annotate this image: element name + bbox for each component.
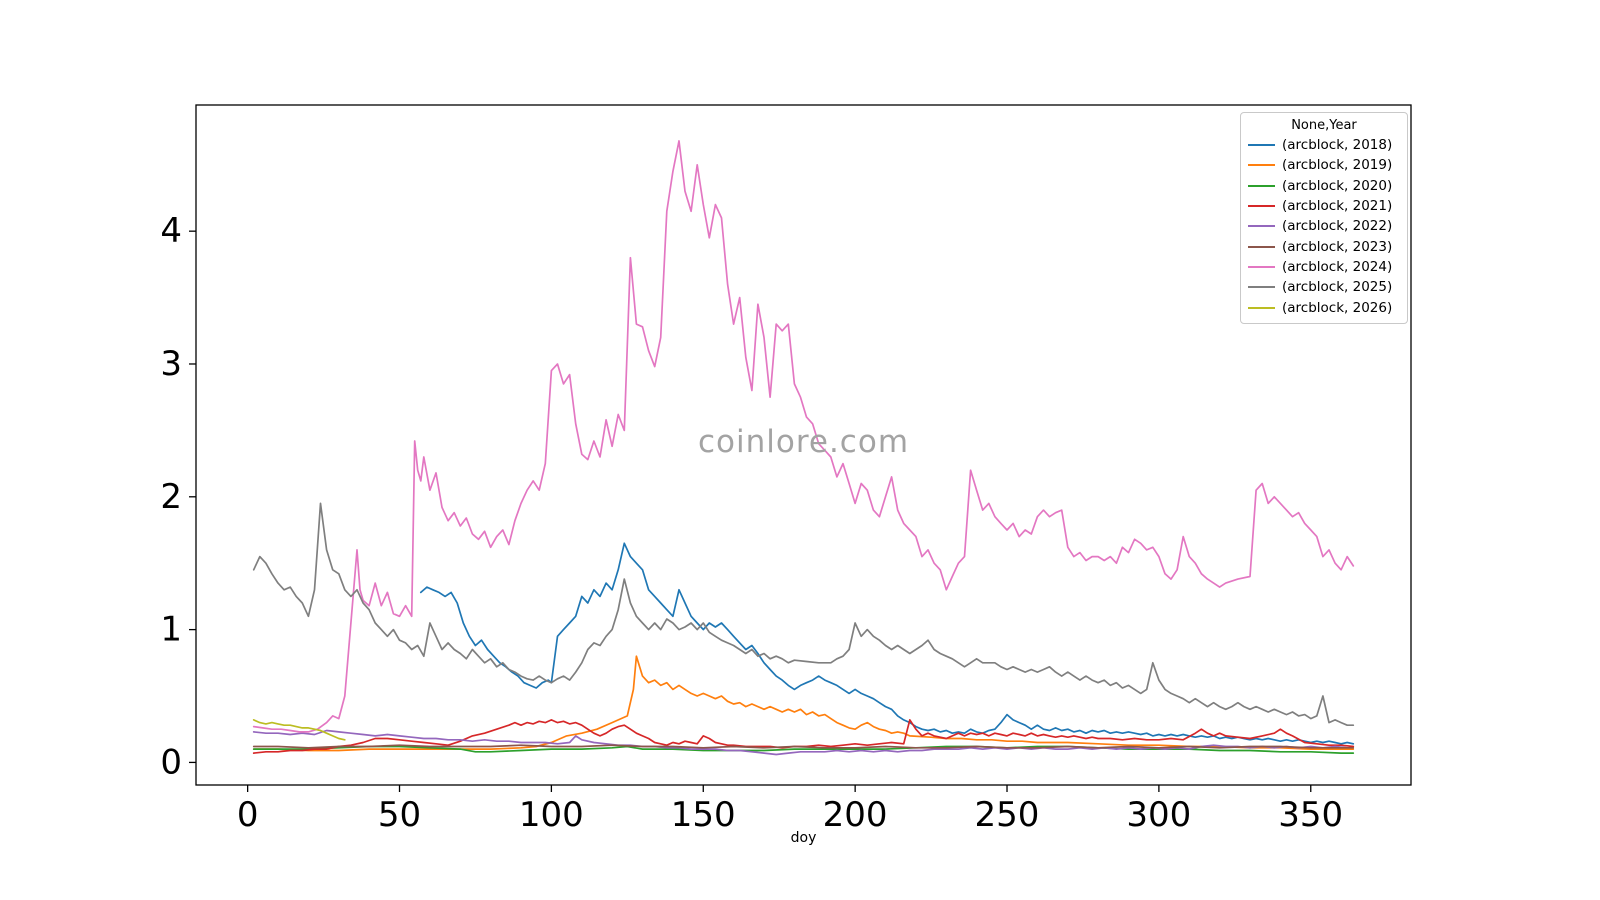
legend-entry: (arcblock, 2026) — [1248, 297, 1400, 317]
legend-entry-label: (arcblock, 2022) — [1282, 218, 1393, 235]
x-tick-label: 50 — [378, 795, 421, 835]
y-tick-label: 3 — [160, 344, 182, 384]
legend: None,Year (arcblock, 2018) (arcblock, 201… — [1240, 112, 1408, 324]
x-tick-label: 100 — [519, 795, 584, 835]
legend-entry-label: (arcblock, 2019) — [1282, 157, 1393, 174]
legend-entry-label: (arcblock, 2021) — [1282, 198, 1393, 215]
legend-entry: (arcblock, 2019) — [1248, 155, 1400, 175]
legend-entry-label: (arcblock, 2020) — [1282, 177, 1393, 194]
x-tick-label: 350 — [1278, 795, 1343, 835]
y-tick-label: 4 — [160, 211, 182, 251]
series-line-arcblock-2026 — [252, 719, 346, 741]
x-tick-label: 150 — [671, 795, 736, 835]
legend-entry: (arcblock, 2023) — [1248, 236, 1400, 256]
series-line-arcblock-2019 — [252, 655, 1355, 752]
legend-entry: (arcblock, 2022) — [1248, 216, 1400, 236]
legend-entry: (arcblock, 2025) — [1248, 277, 1400, 297]
x-tick-label: 0 — [237, 795, 259, 835]
x-tick-label: 250 — [975, 795, 1040, 835]
legend-line-sample-icon — [1248, 306, 1275, 309]
legend-entry: (arcblock, 2024) — [1248, 257, 1400, 277]
y-tick-label: 2 — [160, 477, 182, 517]
legend-line-sample-icon — [1248, 245, 1275, 248]
legend-entry-label: (arcblock, 2018) — [1282, 137, 1393, 154]
y-tick-label: 1 — [160, 610, 182, 650]
x-tick-label: 200 — [823, 795, 888, 835]
legend-entry-label: (arcblock, 2023) — [1282, 238, 1393, 255]
legend-entry: (arcblock, 2018) — [1248, 135, 1400, 155]
legend-line-sample-icon — [1248, 225, 1275, 228]
legend-entry-label: (arcblock, 2024) — [1282, 258, 1393, 275]
legend-line-sample-icon — [1248, 286, 1275, 289]
series-line-arcblock-2020 — [252, 745, 1355, 754]
legend-line-sample-icon — [1248, 164, 1275, 167]
legend-entry-label: (arcblock, 2026) — [1282, 299, 1393, 316]
legend-line-sample-icon — [1248, 184, 1275, 187]
legend-entry: (arcblock, 2021) — [1248, 196, 1400, 216]
legend-entries: (arcblock, 2018) (arcblock, 2019) (arcbloc… — [1248, 135, 1400, 318]
legend-entry-label: (arcblock, 2025) — [1282, 279, 1393, 296]
plot-border — [195, 104, 1412, 786]
legend-line-sample-icon — [1248, 205, 1275, 208]
series-line-arcblock-2023 — [252, 744, 1355, 749]
legend-title: None,Year — [1291, 118, 1357, 133]
x-tick-label: 300 — [1126, 795, 1191, 835]
series-line-arcblock-2018 — [419, 542, 1355, 745]
x-axis-label: doy — [790, 830, 817, 846]
legend-line-sample-icon — [1248, 265, 1275, 268]
series-line-arcblock-2024 — [252, 140, 1355, 733]
y-tick-label: 0 — [160, 742, 182, 782]
series-line-arcblock-2022 — [252, 729, 1349, 756]
series-line-arcblock-2025 — [252, 502, 1355, 727]
legend-entry: (arcblock, 2020) — [1248, 176, 1400, 196]
series-line-arcblock-2021 — [252, 719, 1355, 754]
legend-line-sample-icon — [1248, 144, 1275, 147]
